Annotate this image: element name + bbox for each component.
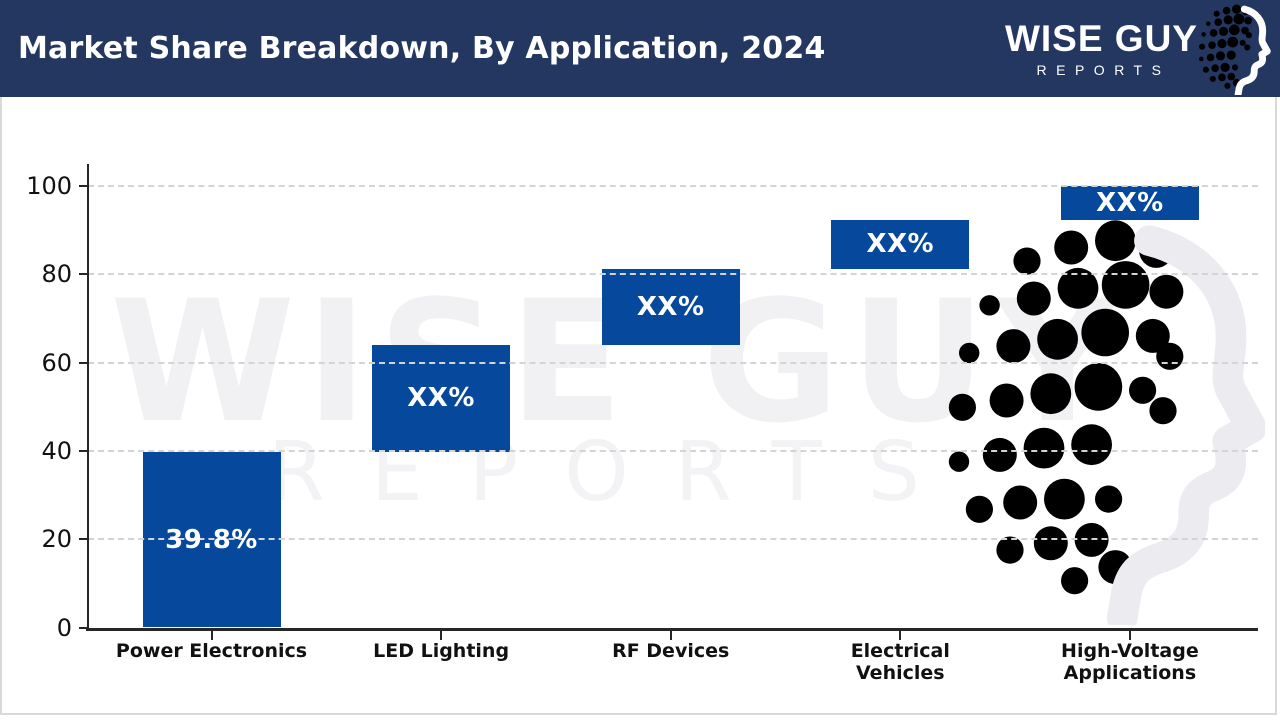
page-title: Market Share Breakdown, By Application, … bbox=[18, 31, 826, 66]
y-tick-mark-20 bbox=[79, 538, 88, 541]
y-tick-label-20: 20 bbox=[41, 525, 72, 554]
gridline-100 bbox=[88, 185, 1258, 188]
bar-3 bbox=[831, 220, 970, 269]
brand-subtitle: REPORTS bbox=[1036, 61, 1171, 78]
x-tick-mark-2 bbox=[669, 630, 672, 640]
x-tick-label-0: Power Electronics bbox=[115, 640, 308, 662]
x-tick-label-3: Electrical Vehicles bbox=[850, 640, 950, 684]
y-tick-mark-80 bbox=[79, 273, 88, 276]
y-tick-label-80: 80 bbox=[41, 260, 72, 289]
bar-value-label-1: XX% bbox=[407, 383, 475, 414]
y-axis-line bbox=[86, 164, 89, 630]
x-tick-label-1: LED Lighting bbox=[373, 640, 510, 662]
y-tick-label-100: 100 bbox=[26, 172, 72, 201]
brand-name: WISE GUY bbox=[1004, 17, 1198, 59]
y-tick-mark-100 bbox=[79, 185, 88, 188]
chart-panel-border bbox=[0, 97, 1277, 715]
x-tick-mark-3 bbox=[899, 630, 902, 640]
bar-value-label-4: XX% bbox=[1096, 188, 1164, 219]
y-tick-mark-40 bbox=[79, 449, 88, 452]
x-tick-label-4: High-Voltage Applications bbox=[1061, 640, 1199, 684]
bar-value-label-0: 39.8% bbox=[165, 524, 258, 555]
y-tick-label-60: 60 bbox=[41, 348, 72, 377]
x-tick-label-2: RF Devices bbox=[612, 640, 730, 662]
x-axis-line bbox=[86, 627, 1258, 631]
bar-4 bbox=[1060, 186, 1199, 221]
brand-logo: WISE GUY REPORTS bbox=[1005, 3, 1272, 95]
x-tick-mark-4 bbox=[1128, 630, 1131, 640]
bar-value-label-3: XX% bbox=[866, 229, 935, 260]
gridline-40 bbox=[88, 449, 1258, 452]
y-tick-mark-60 bbox=[79, 361, 88, 364]
gridline-20 bbox=[88, 538, 1258, 541]
y-tick-label-0: 0 bbox=[56, 613, 72, 642]
header-bar: Market Share Breakdown, By Application, … bbox=[0, 0, 1280, 97]
y-tick-mark-0 bbox=[79, 626, 88, 629]
brand-logo-text: WISE GUY REPORTS bbox=[1005, 20, 1198, 78]
x-tick-mark-1 bbox=[440, 630, 443, 640]
bar-2 bbox=[601, 268, 740, 346]
bar-value-label-2: XX% bbox=[636, 291, 705, 322]
x-tick-mark-0 bbox=[210, 630, 213, 640]
gridline-60 bbox=[88, 361, 1258, 364]
y-tick-label-40: 40 bbox=[41, 436, 72, 465]
gridline-80 bbox=[88, 273, 1258, 276]
